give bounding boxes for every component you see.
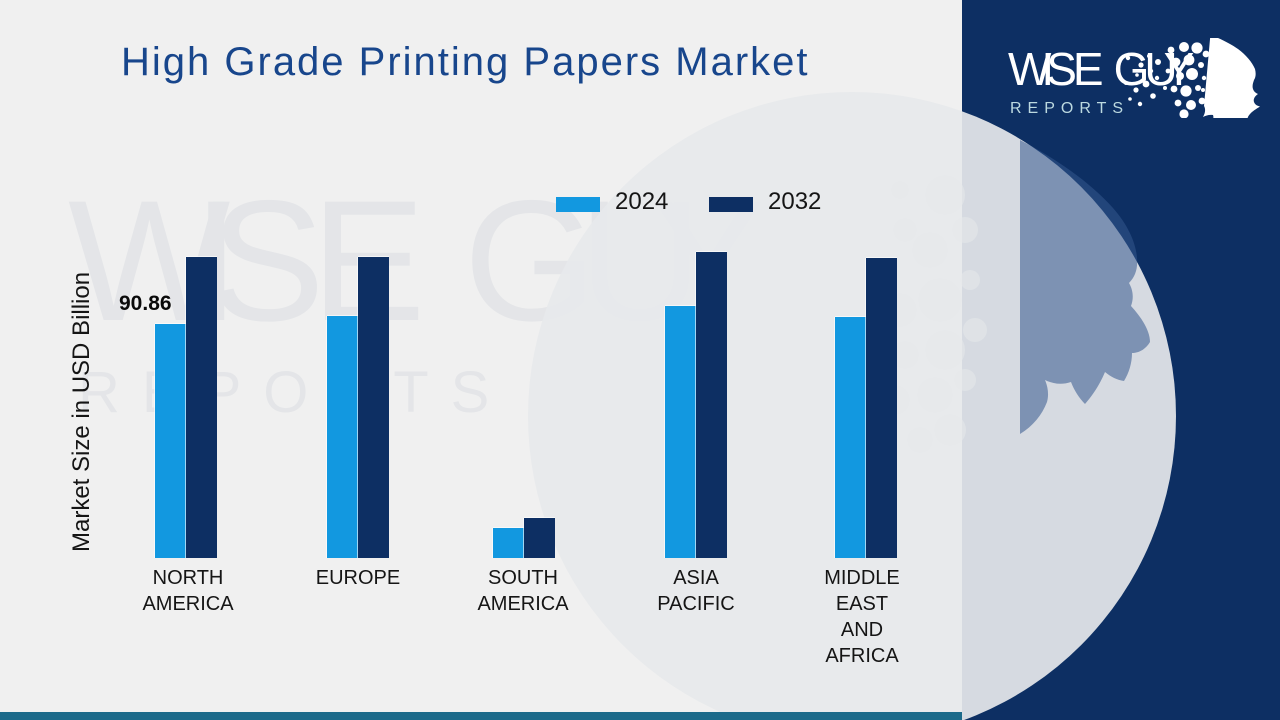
svg-text:REPORTS: REPORTS [1010, 100, 1129, 117]
